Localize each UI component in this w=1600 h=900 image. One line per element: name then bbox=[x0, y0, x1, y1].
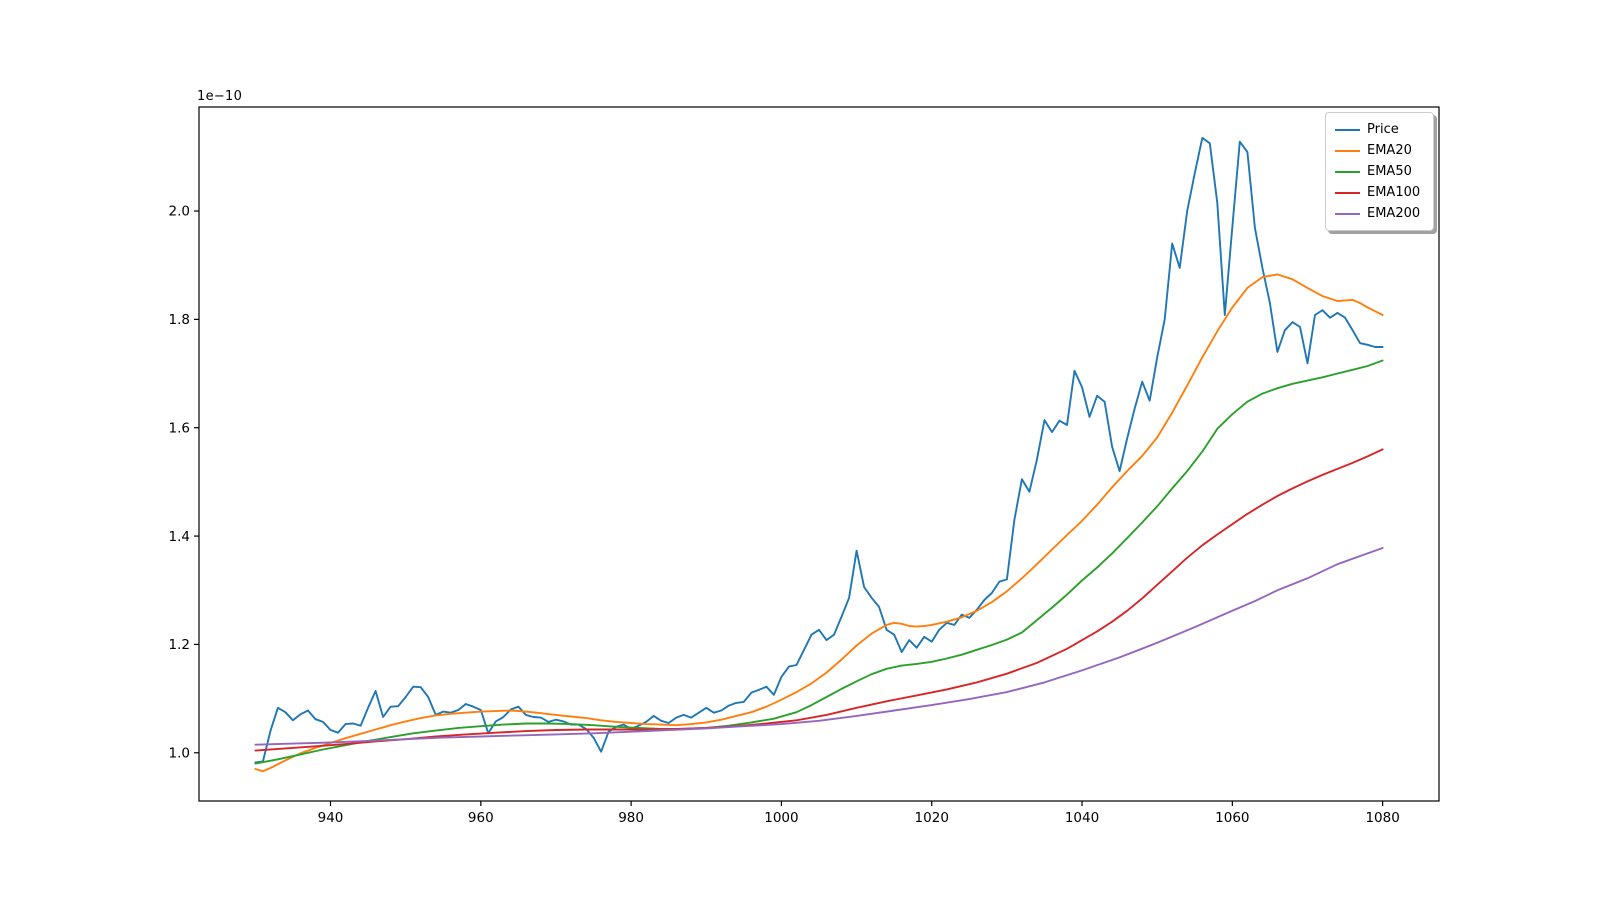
legend-entry-ema100: EMA100 bbox=[1335, 182, 1423, 203]
ema50-line bbox=[254, 359, 1384, 765]
axes-spines bbox=[198, 106, 1440, 802]
ema20-line bbox=[254, 273, 1384, 773]
legend-box: Price EMA20 EMA50 EMA100 EMA200 bbox=[1325, 112, 1434, 231]
x-tick-label: 980 bbox=[618, 810, 644, 826]
legend-label: Price bbox=[1367, 122, 1399, 137]
legend-label: EMA20 bbox=[1367, 143, 1412, 158]
y-tick-label: 1.8 bbox=[169, 312, 190, 328]
x-tick-label: 1060 bbox=[1215, 810, 1249, 826]
ema200-line bbox=[254, 547, 1384, 746]
x-tick-label: 1000 bbox=[764, 810, 798, 826]
y-tick-label: 1.0 bbox=[169, 745, 190, 761]
legend-entry-ema200: EMA200 bbox=[1335, 203, 1423, 224]
legend-line-swatch bbox=[1335, 128, 1360, 131]
legend-line-swatch bbox=[1335, 191, 1360, 194]
y-tick-label: 1.2 bbox=[169, 637, 190, 653]
legend-line-swatch bbox=[1335, 170, 1360, 173]
ema100-line bbox=[254, 448, 1384, 752]
legend-entry-price: Price bbox=[1335, 119, 1423, 140]
x-tick-label: 1040 bbox=[1065, 810, 1099, 826]
legend-entry-ema20: EMA20 bbox=[1335, 140, 1423, 161]
legend-label: EMA50 bbox=[1367, 164, 1412, 179]
x-tick-label: 1020 bbox=[915, 810, 949, 826]
y-axis-offset-multiplier: 1e−10 bbox=[197, 89, 243, 104]
x-tick-label: 960 bbox=[468, 810, 494, 826]
legend-line-swatch bbox=[1335, 212, 1360, 215]
y-tick-label: 1.4 bbox=[169, 529, 190, 545]
legend-label: EMA100 bbox=[1367, 185, 1421, 200]
x-tick-label: 1080 bbox=[1365, 810, 1399, 826]
x-tick-label: 940 bbox=[318, 810, 344, 826]
legend-line-swatch bbox=[1335, 149, 1360, 152]
legend-label: EMA200 bbox=[1367, 206, 1421, 221]
y-tick-label: 2.0 bbox=[169, 204, 190, 220]
y-tick-label: 1.6 bbox=[169, 420, 190, 436]
legend-entry-ema50: EMA50 bbox=[1335, 161, 1423, 182]
price-line bbox=[254, 136, 1384, 764]
